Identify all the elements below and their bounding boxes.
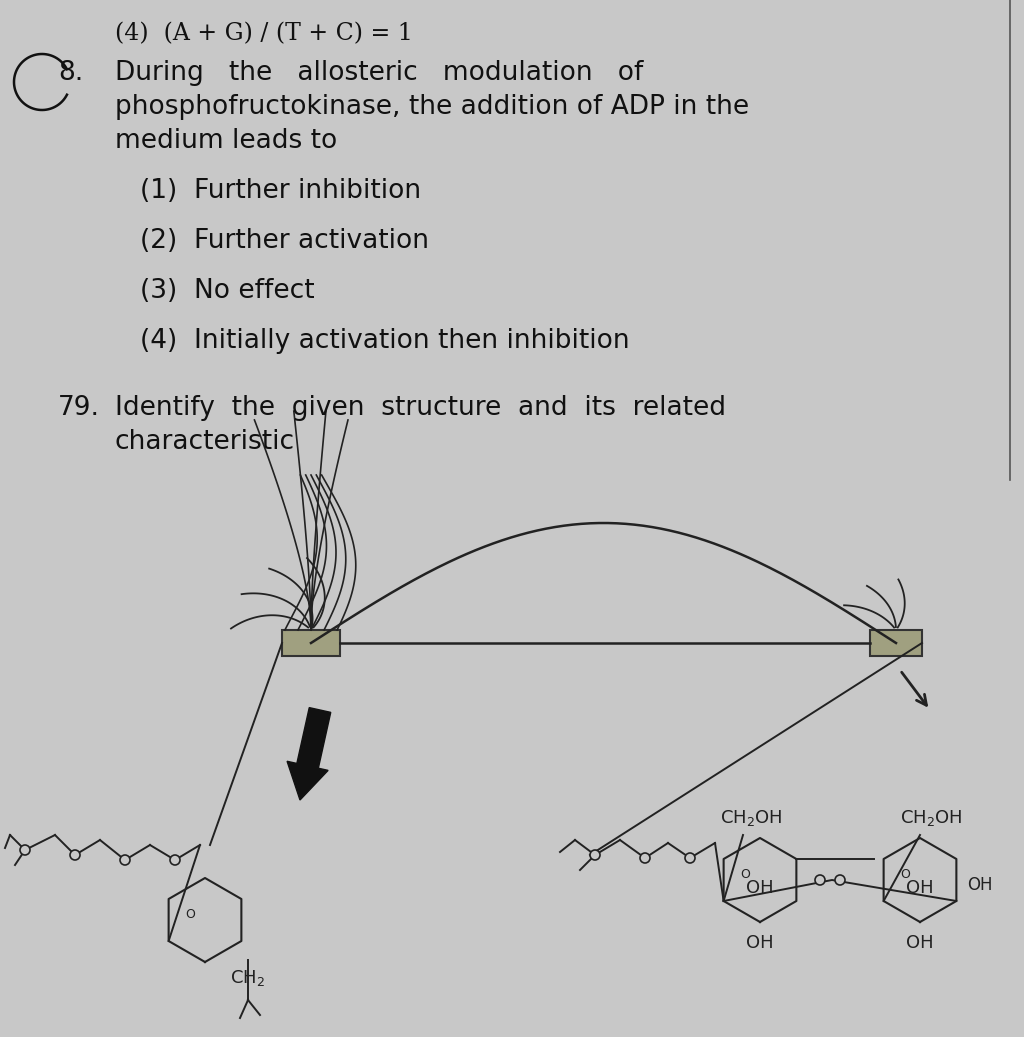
- Text: O: O: [900, 869, 910, 881]
- Circle shape: [815, 875, 825, 885]
- Circle shape: [170, 854, 180, 865]
- Text: OH: OH: [967, 876, 992, 894]
- Text: (3)  No effect: (3) No effect: [140, 278, 314, 304]
- Text: OH: OH: [906, 934, 934, 952]
- Circle shape: [685, 853, 695, 863]
- Bar: [870, 630, 922, 656]
- Text: CH$_2$: CH$_2$: [230, 968, 265, 988]
- Text: OH: OH: [746, 934, 774, 952]
- Text: OH: OH: [906, 879, 934, 897]
- Text: medium leads to: medium leads to: [115, 128, 337, 155]
- Text: (2)  Further activation: (2) Further activation: [140, 228, 429, 254]
- Circle shape: [835, 875, 845, 885]
- FancyArrow shape: [287, 707, 331, 800]
- Bar: [282, 630, 340, 656]
- Text: O: O: [185, 908, 195, 922]
- Text: O: O: [740, 869, 750, 881]
- Text: OH: OH: [746, 879, 774, 897]
- Circle shape: [590, 850, 600, 860]
- Text: 79.: 79.: [58, 395, 100, 421]
- Text: characteristic: characteristic: [115, 429, 295, 455]
- Text: (4)  (A + G) / (T + C) = 1: (4) (A + G) / (T + C) = 1: [115, 22, 413, 45]
- Text: 8.: 8.: [58, 60, 83, 86]
- Text: CH$_2$OH: CH$_2$OH: [900, 808, 963, 828]
- Circle shape: [20, 845, 30, 854]
- Text: During   the   allosteric   modulation   of: During the allosteric modulation of: [115, 60, 643, 86]
- Text: CH$_2$OH: CH$_2$OH: [720, 808, 782, 828]
- Text: (4)  Initially activation then inhibition: (4) Initially activation then inhibition: [140, 328, 630, 354]
- Circle shape: [70, 850, 80, 860]
- Text: Identify  the  given  structure  and  its  related: Identify the given structure and its rel…: [115, 395, 726, 421]
- Circle shape: [120, 854, 130, 865]
- Text: (1)  Further inhibition: (1) Further inhibition: [140, 178, 421, 204]
- Circle shape: [640, 853, 650, 863]
- Text: phosphofructokinase, the addition of ADP in the: phosphofructokinase, the addition of ADP…: [115, 94, 750, 120]
